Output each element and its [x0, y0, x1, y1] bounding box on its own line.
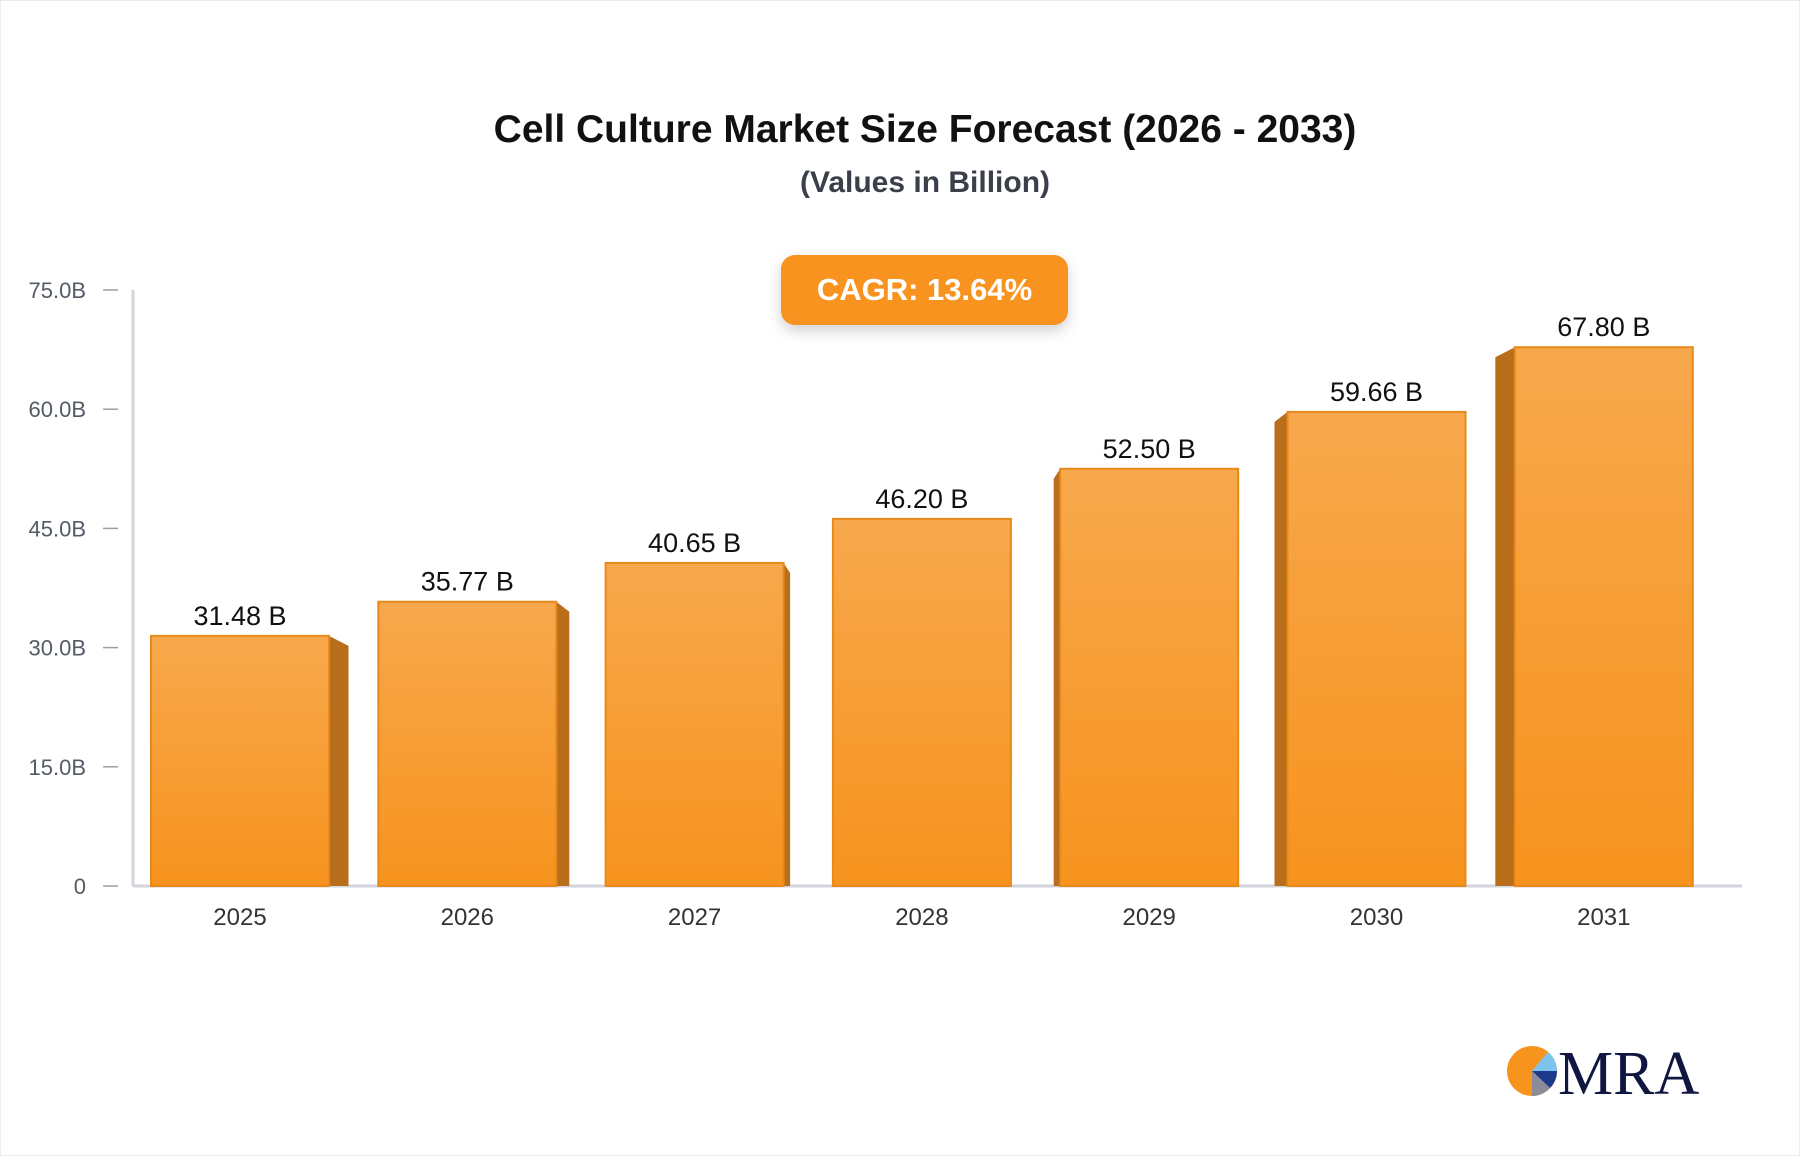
bar	[1059, 467, 1240, 887]
x-tick-label: 2030	[1350, 904, 1403, 931]
bar-2030: 59.66 B	[1274, 377, 1467, 887]
bar	[1286, 410, 1467, 887]
bar-side	[783, 562, 791, 886]
logo-text: MRA	[1558, 1040, 1699, 1106]
mra-logo: MRA	[1507, 1040, 1699, 1106]
bar	[150, 634, 330, 887]
bar-side	[329, 635, 349, 886]
bar-2029: 52.50 B	[1053, 434, 1240, 887]
x-tick-label: 2026	[441, 904, 494, 931]
y-tick-label: 45.0B	[29, 516, 87, 541]
data-label: 59.66 B	[1330, 377, 1423, 407]
y-tick-label: 75.0B	[29, 278, 87, 303]
data-label: 52.50 B	[1103, 434, 1196, 464]
data-label: 40.65 B	[648, 528, 741, 558]
bar-2028: 46.20 B	[831, 484, 1012, 887]
cagr-badge: CAGR: 13.64%	[781, 255, 1068, 325]
y-tick-label: 15.0B	[29, 755, 87, 780]
x-tick-label: 2028	[895, 904, 948, 931]
bar-side	[1274, 411, 1288, 886]
bar	[604, 561, 785, 888]
data-label: 35.77 B	[421, 567, 514, 597]
x-tick-label: 2027	[668, 904, 721, 931]
bar-side	[1053, 468, 1061, 886]
bar-2025: 31.48 B	[150, 601, 349, 887]
bar-2026: 35.77 B	[377, 567, 570, 887]
y-tick-label: 0	[74, 874, 86, 899]
data-label: 31.48 B	[193, 601, 286, 631]
x-tick-label: 2029	[1123, 904, 1176, 931]
x-tick-label: 2025	[213, 904, 266, 931]
y-tick-label: 60.0B	[29, 397, 87, 422]
chart-subtitle: (Values in Billion)	[799, 166, 1051, 199]
data-label: 46.20 B	[875, 484, 968, 514]
chart-title: Cell Culture Market Size Forecast (2026 …	[493, 108, 1357, 151]
bar-2031: 67.80 B	[1495, 312, 1694, 887]
bar-side	[556, 601, 570, 886]
bar-side	[1495, 347, 1515, 886]
bar	[377, 600, 558, 887]
data-label: 67.80 B	[1557, 312, 1650, 342]
x-tick-label: 2031	[1577, 904, 1630, 931]
bar	[831, 517, 1012, 887]
y-tick-label: 30.0B	[29, 636, 87, 661]
bar	[1513, 346, 1694, 887]
bar-2027: 40.65 B	[604, 528, 791, 888]
